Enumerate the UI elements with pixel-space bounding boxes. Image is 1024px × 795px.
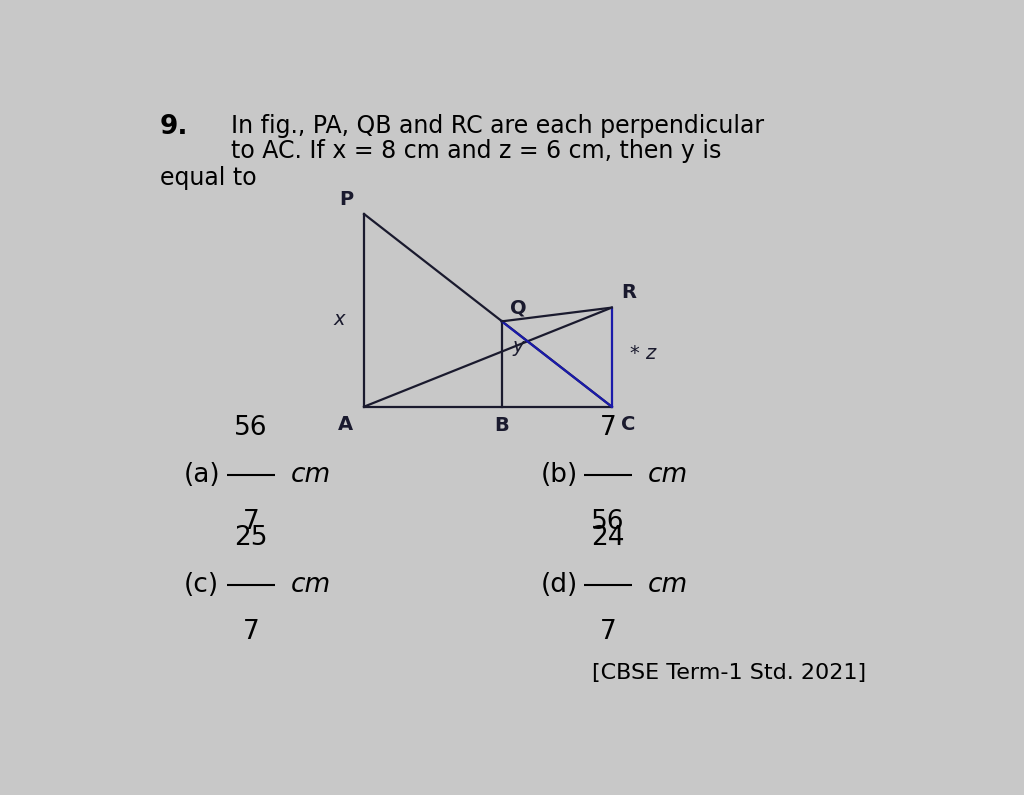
- Text: cm: cm: [648, 572, 688, 598]
- Text: In fig., PA, QB and RC are each perpendicular: In fig., PA, QB and RC are each perpendi…: [231, 114, 764, 138]
- Text: C: C: [622, 415, 636, 434]
- Text: R: R: [622, 283, 636, 302]
- Text: * z: * z: [630, 343, 656, 363]
- Text: P: P: [339, 189, 353, 208]
- Text: B: B: [495, 417, 509, 436]
- Text: A: A: [338, 415, 353, 434]
- Text: Q: Q: [510, 298, 526, 317]
- Text: cm: cm: [291, 572, 331, 598]
- Text: y: y: [513, 336, 524, 355]
- Text: 25: 25: [234, 525, 267, 552]
- Text: [CBSE Term-1 Std. 2021]: [CBSE Term-1 Std. 2021]: [592, 663, 866, 683]
- Text: (a): (a): [183, 462, 220, 488]
- Text: cm: cm: [291, 462, 331, 488]
- Text: cm: cm: [648, 462, 688, 488]
- Text: (d): (d): [541, 572, 578, 598]
- Text: (c): (c): [183, 572, 219, 598]
- Text: to AC. If x = 8 cm and z = 6 cm, then y is: to AC. If x = 8 cm and z = 6 cm, then y …: [231, 139, 722, 164]
- Text: 7: 7: [243, 619, 259, 645]
- Text: 56: 56: [592, 509, 625, 534]
- Text: equal to: equal to: [160, 166, 256, 190]
- Text: 56: 56: [234, 415, 267, 441]
- Text: (b): (b): [541, 462, 578, 488]
- Text: x: x: [334, 311, 345, 329]
- Text: 9.: 9.: [160, 114, 188, 140]
- Text: 24: 24: [592, 525, 625, 552]
- Text: 7: 7: [243, 509, 259, 534]
- Text: 7: 7: [600, 415, 616, 441]
- Text: 7: 7: [600, 619, 616, 645]
